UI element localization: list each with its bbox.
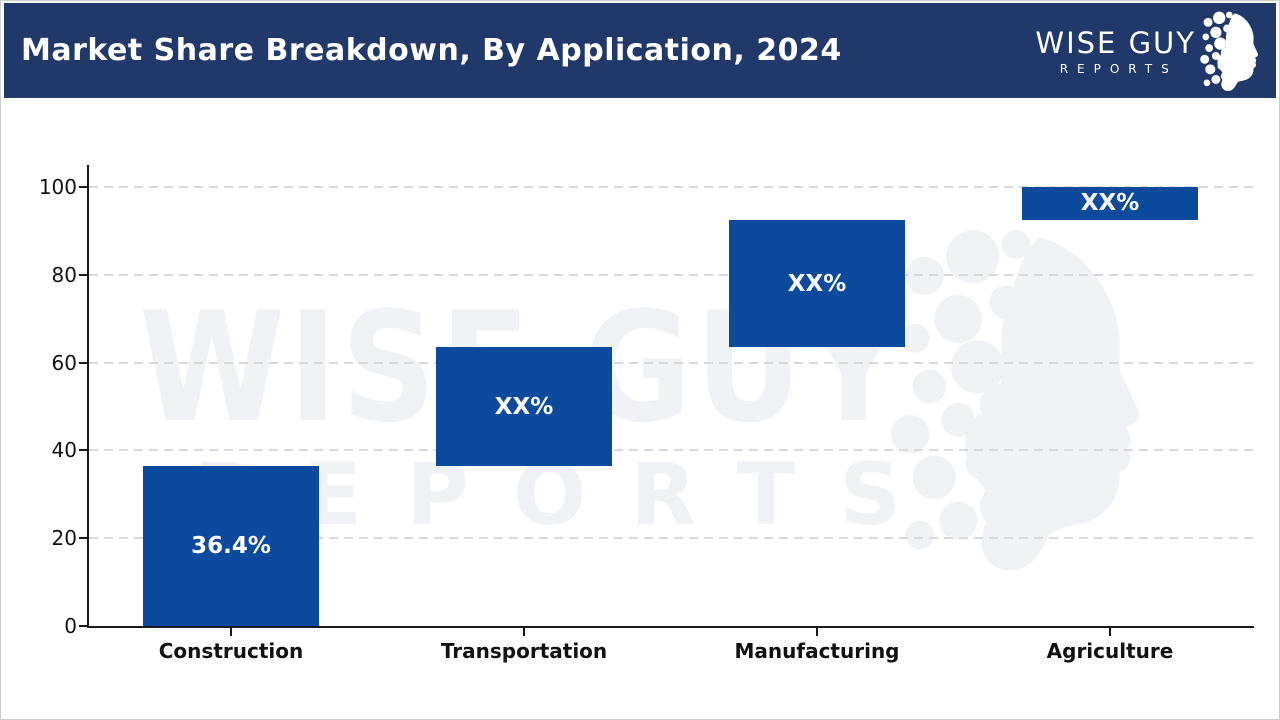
gridline-20 <box>89 537 1254 540</box>
y-tick-label-0: 0 <box>64 614 77 638</box>
y-tick-label-100: 100 <box>38 175 77 199</box>
bar-value-label: XX% <box>1080 190 1140 217</box>
gridline-60 <box>89 361 1254 364</box>
bar-transportation: XX% <box>436 347 612 467</box>
y-tick-20 <box>79 537 87 540</box>
bar-manufacturing: XX% <box>729 219 905 348</box>
x-axis-line <box>87 626 1254 628</box>
gridline-100 <box>89 186 1254 188</box>
category-label-transportation: Transportation <box>440 639 608 663</box>
logo-reports-label: REPORTS <box>1059 61 1178 76</box>
category-label-manufacturing: Manufacturing <box>734 639 900 663</box>
gridline-40 <box>89 449 1254 452</box>
watermark-head-logo <box>891 230 1140 571</box>
logo-head-icon <box>1200 11 1259 92</box>
logo-wiseguy-label: WISE GUY <box>1035 26 1196 61</box>
bar-agriculture: XX% <box>1022 187 1198 220</box>
bar-value-label: XX% <box>494 393 554 420</box>
y-tick-40 <box>79 449 87 452</box>
y-tick-label-60: 60 <box>51 350 77 375</box>
y-tick-label-20: 20 <box>51 526 77 551</box>
x-tick-agriculture <box>1109 628 1111 636</box>
y-tick-60 <box>79 361 87 364</box>
x-tick-manufacturing <box>816 628 818 636</box>
category-label-construction: Construction <box>158 639 304 663</box>
y-tick-100 <box>79 186 87 188</box>
logo-text: WISE GUY REPORTS <box>1035 26 1196 76</box>
gridline-80 <box>89 273 1254 276</box>
x-tick-transportation <box>523 628 525 636</box>
header-bar: Market Share Breakdown, By Application, … <box>4 3 1276 98</box>
category-label-agriculture: Agriculture <box>1046 639 1174 663</box>
bar-value-label: 36.4% <box>191 533 271 560</box>
y-axis-spine <box>87 165 89 628</box>
page-title: Market Share Breakdown, By Application, … <box>21 33 842 68</box>
bar-value-label: XX% <box>787 270 847 297</box>
y-tick-label-40: 40 <box>51 438 77 463</box>
wise-guy-reports-logo: WISE GUY REPORTS <box>1012 9 1262 95</box>
y-tick-0 <box>79 625 87 627</box>
x-tick-construction <box>230 628 232 636</box>
bar-construction: 36.4% <box>143 466 319 626</box>
y-tick-label-80: 80 <box>51 262 77 287</box>
y-tick-80 <box>79 273 87 276</box>
